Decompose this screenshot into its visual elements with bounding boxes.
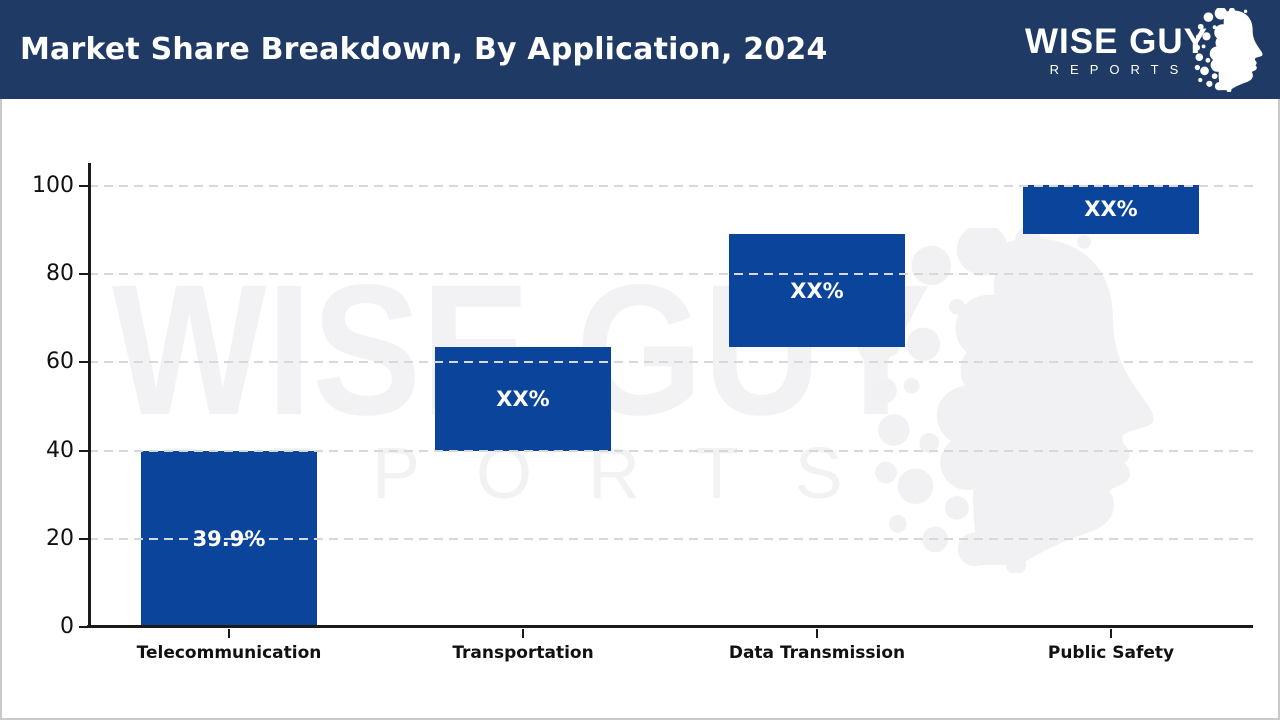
x-category-label: Public Safety xyxy=(1047,643,1175,663)
gridline-100 xyxy=(89,185,1253,187)
x-category-label: Data Transmission xyxy=(728,643,906,663)
gridline-80 xyxy=(89,273,1253,276)
plot-area: 0 20 40 60 80 100 39.9% Telecommunication XX% Tra… xyxy=(0,99,1280,720)
logo-text: WISE GUY REPORTS xyxy=(1025,24,1208,76)
watermark-head-icon xyxy=(872,228,1168,573)
x-tick-3 xyxy=(1110,629,1112,638)
x-tick-1 xyxy=(522,629,524,638)
bar-data-transmission xyxy=(729,233,905,348)
header-bar: Market Share Breakdown, By Application, … xyxy=(0,0,1280,99)
y-tick-label-20: 20 xyxy=(46,525,74,551)
x-category-label: Telecommunication xyxy=(136,643,322,663)
y-tick-40 xyxy=(79,449,88,452)
x-axis-line xyxy=(87,625,1253,628)
y-tick-0 xyxy=(79,626,88,628)
x-tick-0 xyxy=(228,629,230,638)
y-tick-80 xyxy=(79,273,88,276)
logo-subtitle: REPORTS xyxy=(1049,62,1190,77)
bar-public-safety xyxy=(1023,184,1199,234)
y-axis-line xyxy=(88,163,91,628)
gridline-40 xyxy=(89,449,1253,452)
bottom-border xyxy=(0,718,1280,720)
bar-value-label: 39.9% xyxy=(192,527,266,551)
bar-value-label: XX% xyxy=(1084,197,1138,222)
bar-value-label: XX% xyxy=(496,387,550,412)
gridline-20 xyxy=(89,537,1253,540)
y-tick-label-40: 40 xyxy=(46,437,74,463)
x-category-label: Transportation xyxy=(452,643,594,663)
gridline-60 xyxy=(89,361,1253,364)
y-tick-label-80: 80 xyxy=(46,261,74,287)
y-tick-20 xyxy=(79,537,88,540)
logo-wordmark: WISE GUY xyxy=(1024,22,1208,61)
x-tick-2 xyxy=(816,629,818,638)
bar-value-label: XX% xyxy=(790,278,844,303)
page-title: Market Share Breakdown, By Application, … xyxy=(20,32,828,67)
y-tick-100 xyxy=(79,185,88,187)
y-tick-60 xyxy=(79,361,88,364)
wise-guy-logo: WISE GUY REPORTS xyxy=(1025,4,1266,96)
right-border xyxy=(1278,99,1280,720)
y-tick-label-60: 60 xyxy=(46,349,74,375)
y-tick-label-0: 0 xyxy=(60,614,74,639)
left-border xyxy=(0,99,2,720)
y-tick-label-100: 100 xyxy=(32,173,74,198)
bar-transportation xyxy=(435,347,611,452)
